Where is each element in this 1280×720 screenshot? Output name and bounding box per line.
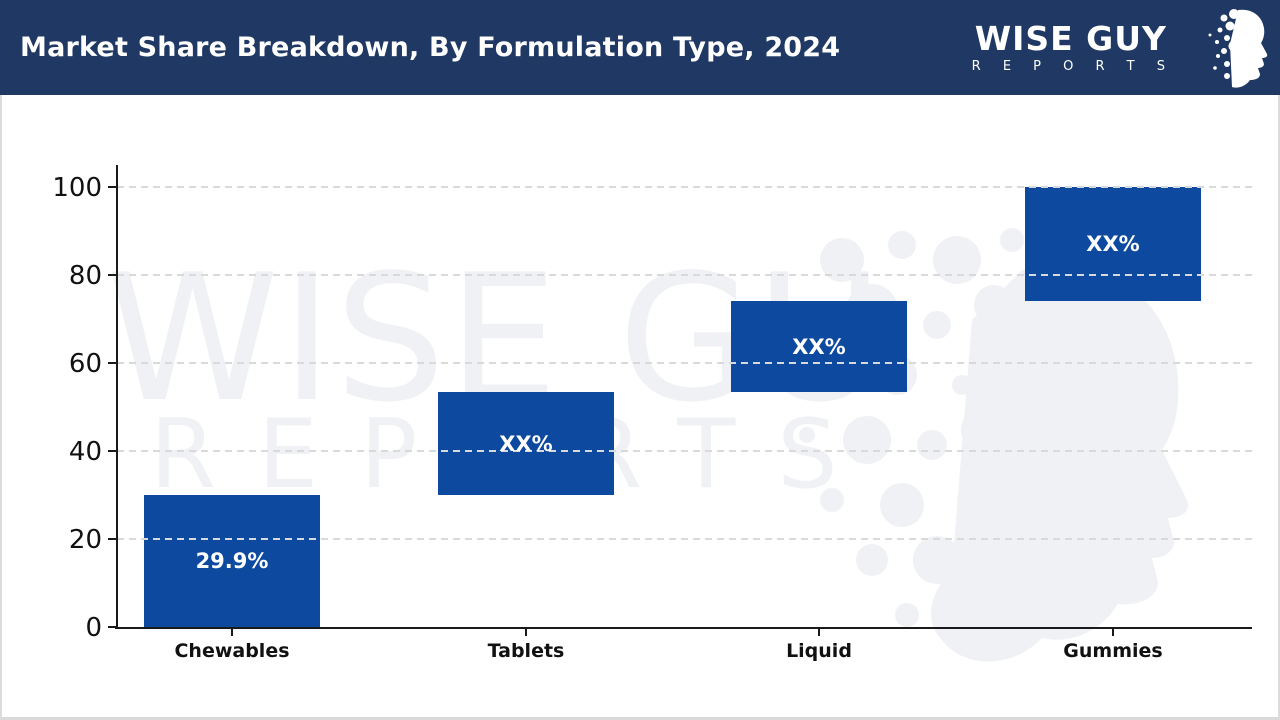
y-axis-tick-label: 100: [52, 173, 102, 203]
y-axis-tick-label: 60: [68, 349, 102, 379]
y-axis-line: [116, 165, 118, 629]
y-axis-tick: [108, 274, 116, 276]
brand-logo: WISE GUY R E P O R T S: [968, 4, 1268, 92]
x-axis-tick: [525, 629, 527, 636]
y-axis-tick: [108, 186, 116, 188]
x-axis-tick: [1112, 629, 1114, 636]
gridline: [117, 538, 1255, 540]
y-axis-tick: [108, 538, 116, 540]
header-bar: Market Share Breakdown, By Formulation T…: [0, 0, 1280, 95]
x-axis-tick: [818, 629, 820, 636]
y-axis-tick-label: 0: [85, 613, 102, 643]
y-axis-tick: [108, 450, 116, 452]
page-title: Market Share Breakdown, By Formulation T…: [20, 32, 841, 63]
gridline: [117, 362, 1255, 364]
y-axis-tick-label: 20: [68, 525, 102, 555]
gridline: [117, 274, 1255, 276]
y-axis-tick-label: 40: [68, 437, 102, 467]
y-axis-tick-label: 80: [68, 261, 102, 291]
x-axis-tick: [231, 629, 233, 636]
brand-subtitle: R E P O R T S: [971, 58, 1174, 74]
bar-value-label: 29.9%: [195, 549, 269, 574]
brand-logo-text: WISE GUY R E P O R T S: [968, 22, 1174, 74]
bar-chewables: [144, 495, 320, 627]
bar-value-label: XX%: [1086, 231, 1140, 256]
bar-value-label: XX%: [792, 334, 846, 359]
gridline: [117, 186, 1255, 188]
bar-value-label: XX%: [499, 431, 553, 456]
x-axis-category-label: Liquid: [786, 640, 852, 662]
brand-face-icon: [1208, 8, 1268, 88]
y-axis-tick: [108, 626, 116, 628]
x-axis-category-label: Gummies: [1063, 640, 1163, 662]
brand-name: WISE GUY: [974, 18, 1167, 58]
x-axis-category-label: Chewables: [174, 640, 290, 662]
x-axis-category-label: Tablets: [487, 640, 565, 662]
x-axis-line: [115, 627, 1252, 629]
bar-tablets: [438, 392, 614, 496]
y-axis-tick: [108, 362, 116, 364]
gridline: [117, 450, 1255, 452]
